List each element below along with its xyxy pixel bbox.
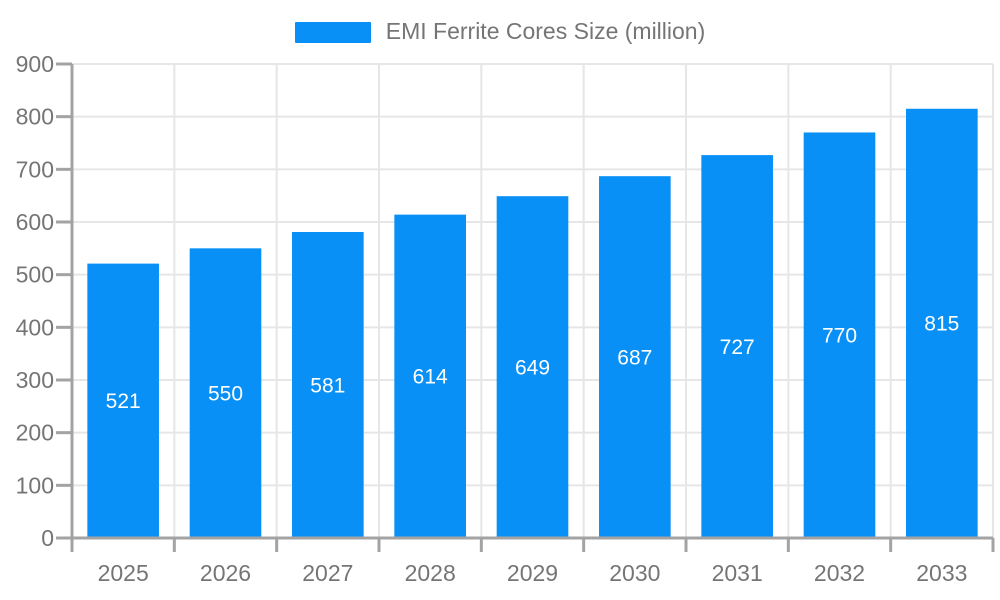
y-axis-label: 200 bbox=[16, 420, 54, 446]
bar-value-label: 550 bbox=[208, 383, 243, 406]
bar[interactable] bbox=[496, 196, 569, 538]
bar[interactable] bbox=[87, 263, 159, 538]
x-axis-label: 2033 bbox=[916, 560, 967, 586]
bar-value-label: 687 bbox=[617, 346, 652, 369]
x-axis-label: 2029 bbox=[507, 560, 558, 586]
x-axis-label: 2027 bbox=[302, 560, 353, 586]
bar[interactable] bbox=[292, 232, 364, 539]
bar[interactable] bbox=[189, 248, 262, 539]
y-axis-label: 100 bbox=[16, 472, 54, 498]
y-axis-label: 400 bbox=[16, 314, 54, 340]
bar[interactable] bbox=[394, 214, 466, 539]
legend-label: EMI Ferrite Cores Size (million) bbox=[385, 18, 706, 44]
y-axis-label: 900 bbox=[16, 51, 54, 77]
bar[interactable] bbox=[599, 176, 671, 538]
x-axis-label: 2031 bbox=[712, 560, 763, 586]
x-axis-label: 2032 bbox=[814, 560, 865, 586]
bar-value-label: 581 bbox=[310, 374, 345, 397]
bar-value-label: 649 bbox=[515, 356, 550, 379]
x-axis-label: 2028 bbox=[405, 560, 456, 586]
x-axis-label: 2026 bbox=[200, 560, 251, 586]
bar[interactable] bbox=[701, 155, 773, 538]
y-axis-label: 700 bbox=[16, 156, 54, 182]
x-axis-label: 2025 bbox=[98, 560, 149, 586]
bar[interactable] bbox=[906, 108, 978, 539]
bar-value-label: 521 bbox=[106, 390, 141, 413]
y-axis-label: 600 bbox=[16, 209, 54, 235]
y-axis-label: 300 bbox=[16, 367, 54, 393]
legend-swatch bbox=[294, 22, 371, 43]
bar[interactable] bbox=[803, 132, 876, 538]
bar-value-label: 727 bbox=[720, 336, 755, 359]
bar-value-label: 770 bbox=[822, 325, 857, 348]
y-axis-label: 500 bbox=[16, 262, 54, 288]
y-axis-label: 800 bbox=[16, 104, 54, 130]
bar-value-label: 815 bbox=[924, 313, 959, 336]
y-axis-label: 0 bbox=[41, 525, 54, 551]
x-axis-label: 2030 bbox=[609, 560, 660, 586]
legend[interactable]: EMI Ferrite Cores Size (million) bbox=[0, 20, 1000, 45]
bar-value-label: 614 bbox=[413, 366, 448, 389]
